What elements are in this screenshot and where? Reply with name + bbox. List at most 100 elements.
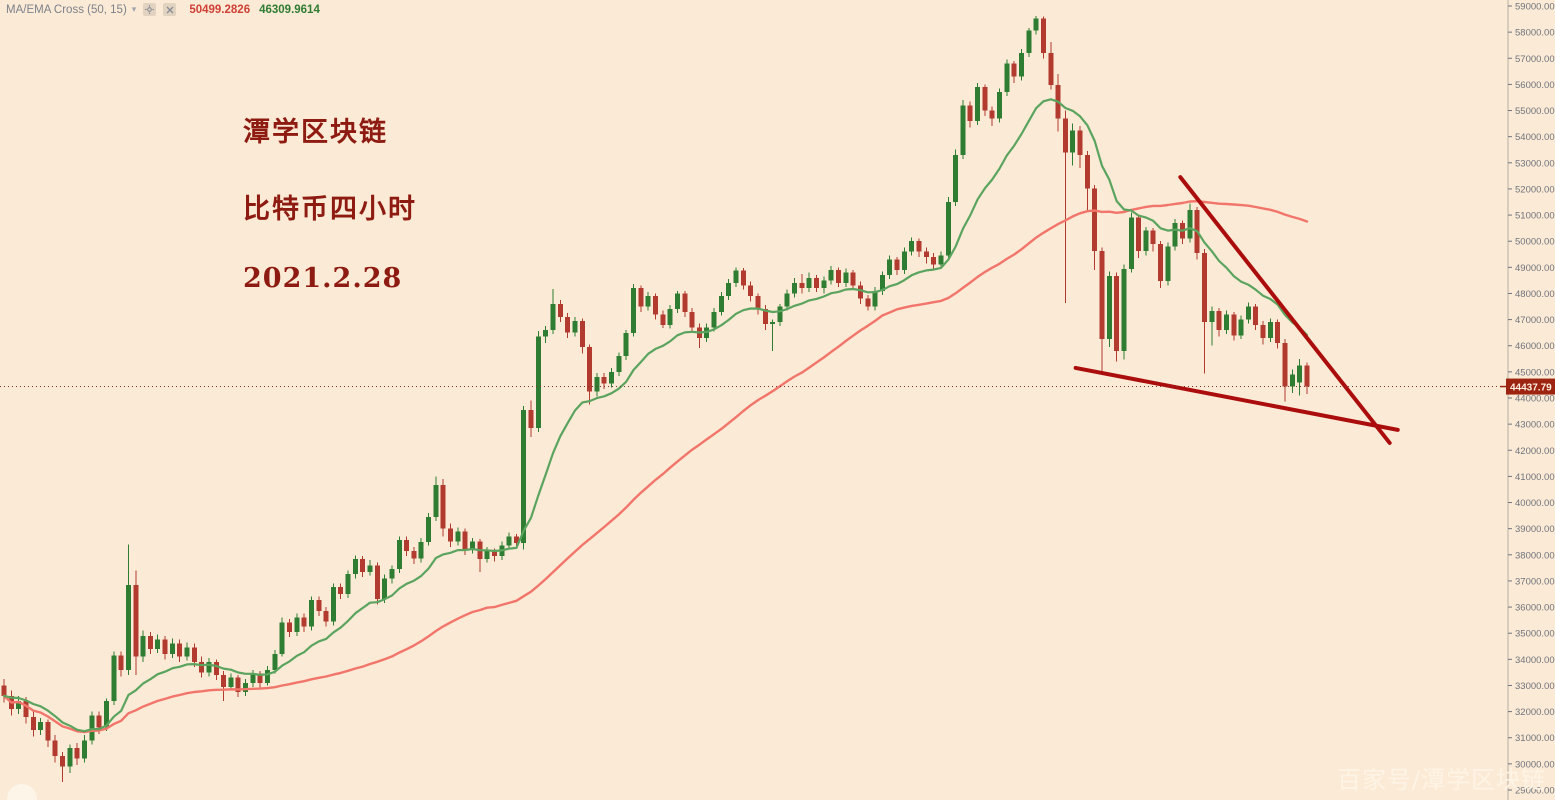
- close-icon: [166, 6, 174, 13]
- candle-body: [272, 654, 278, 670]
- candle-body: [396, 539, 402, 570]
- candle-body: [440, 484, 446, 529]
- candle-body: [975, 87, 981, 121]
- candle-body: [52, 740, 58, 757]
- candle-body: [118, 655, 124, 670]
- indicator-ema-value: 46309.9614: [259, 3, 320, 16]
- candle-body: [1245, 306, 1251, 320]
- axis-tick-label: 51000.00: [1515, 211, 1555, 222]
- axis-tick-label: 40000.00: [1515, 498, 1555, 509]
- candle-body: [1201, 252, 1207, 323]
- candle-body: [89, 715, 95, 741]
- candle-body: [433, 484, 439, 517]
- candle-body: [1062, 118, 1068, 153]
- axis-tick-label: 44000.00: [1515, 394, 1555, 405]
- candle-body: [213, 661, 219, 676]
- candle-body: [1275, 322, 1281, 344]
- candle-body: [1121, 268, 1127, 352]
- candle-body: [967, 105, 973, 121]
- candle-body: [887, 259, 893, 276]
- candle-body: [579, 320, 585, 348]
- indicator-close-button[interactable]: [163, 3, 177, 16]
- candle-body: [1136, 217, 1142, 251]
- candle-body: [404, 539, 410, 551]
- candle-body: [74, 748, 80, 759]
- candle-body: [543, 330, 549, 337]
- candle-body: [660, 314, 666, 325]
- candle-body: [330, 587, 336, 622]
- candle-body: [257, 673, 263, 683]
- candle-body: [513, 536, 519, 544]
- candle-body: [521, 409, 527, 544]
- candle-body: [814, 277, 820, 289]
- candle-body: [206, 661, 212, 673]
- candle-body: [1099, 250, 1105, 340]
- chevron-down-icon[interactable]: ▾: [131, 4, 137, 14]
- candle-body: [835, 269, 841, 284]
- indicator-title[interactable]: MA/EMA Cross (50, 15): [6, 3, 127, 16]
- candle-body: [623, 333, 629, 357]
- axis-tick-label: 45000.00: [1515, 367, 1555, 378]
- candle-body: [352, 558, 358, 575]
- axis-tick-label: 32000.00: [1515, 707, 1555, 718]
- candle-body: [631, 288, 637, 334]
- candle-body: [865, 298, 871, 307]
- indicator-ma-value: 50499.2826: [189, 3, 251, 16]
- candle-body: [345, 574, 351, 594]
- candle-body: [316, 600, 322, 611]
- candle-body: [909, 241, 915, 252]
- candle-body: [23, 701, 29, 717]
- axis-tick-label: 29000.00: [1515, 786, 1555, 797]
- price-axis[interactable]: 59000.00 58000.00 57000.00 56000.00 55000.00…: [1500, 0, 1555, 800]
- candle-body: [821, 280, 827, 289]
- logo-bubble[interactable]: [7, 784, 37, 800]
- candle-body: [1114, 275, 1120, 352]
- axis-tick-label: 34000.00: [1515, 655, 1555, 666]
- candle-body: [323, 610, 329, 622]
- indicator-settings-button[interactable]: [143, 3, 157, 16]
- candle-body: [894, 259, 900, 270]
- candle-body: [740, 270, 746, 286]
- candle-body: [843, 272, 849, 284]
- candle-body: [879, 275, 885, 291]
- candle-body: [755, 296, 761, 310]
- trendline-upper[interactable]: [1178, 175, 1392, 445]
- axis-tick-label: 52000.00: [1515, 184, 1555, 195]
- watermark: 百家号/潭学区块链: [1337, 766, 1547, 794]
- candle-body: [1040, 18, 1046, 54]
- last-price-badge-label: 44437.79: [1510, 382, 1552, 393]
- candle-body: [308, 600, 314, 627]
- trendline-lower[interactable]: [1073, 365, 1400, 432]
- candle-body: [638, 288, 644, 307]
- candle-body: [601, 377, 607, 384]
- axis-tick-label: 55000.00: [1515, 106, 1555, 117]
- candle-body: [133, 584, 139, 657]
- candle-body: [1011, 63, 1017, 77]
- candle-body: [250, 673, 256, 683]
- axis-tick-label: 58000.00: [1515, 28, 1555, 39]
- axis-tick-label: 35000.00: [1515, 629, 1555, 640]
- candle-body: [1048, 53, 1054, 86]
- candle-body: [418, 541, 424, 559]
- candle-body: [228, 677, 234, 687]
- candle-body: [528, 409, 534, 429]
- candle-body: [82, 740, 88, 759]
- axis-tick-label: 31000.00: [1515, 733, 1555, 744]
- candle-body: [1018, 53, 1024, 77]
- candle-body: [689, 311, 695, 328]
- candle-body: [1297, 365, 1303, 383]
- candle-body: [1128, 217, 1134, 269]
- candle-body: [16, 701, 22, 709]
- candle-body: [506, 536, 512, 546]
- candle-body: [1084, 154, 1090, 189]
- candle-body: [1238, 319, 1244, 336]
- axis-tick-label: 49000.00: [1515, 263, 1555, 274]
- axis-tick-label: 59000.00: [1515, 2, 1555, 13]
- candle-body: [1209, 311, 1215, 323]
- candle-body: [799, 283, 805, 289]
- axis-tick-label: 38000.00: [1515, 550, 1555, 561]
- candle-body: [455, 531, 461, 542]
